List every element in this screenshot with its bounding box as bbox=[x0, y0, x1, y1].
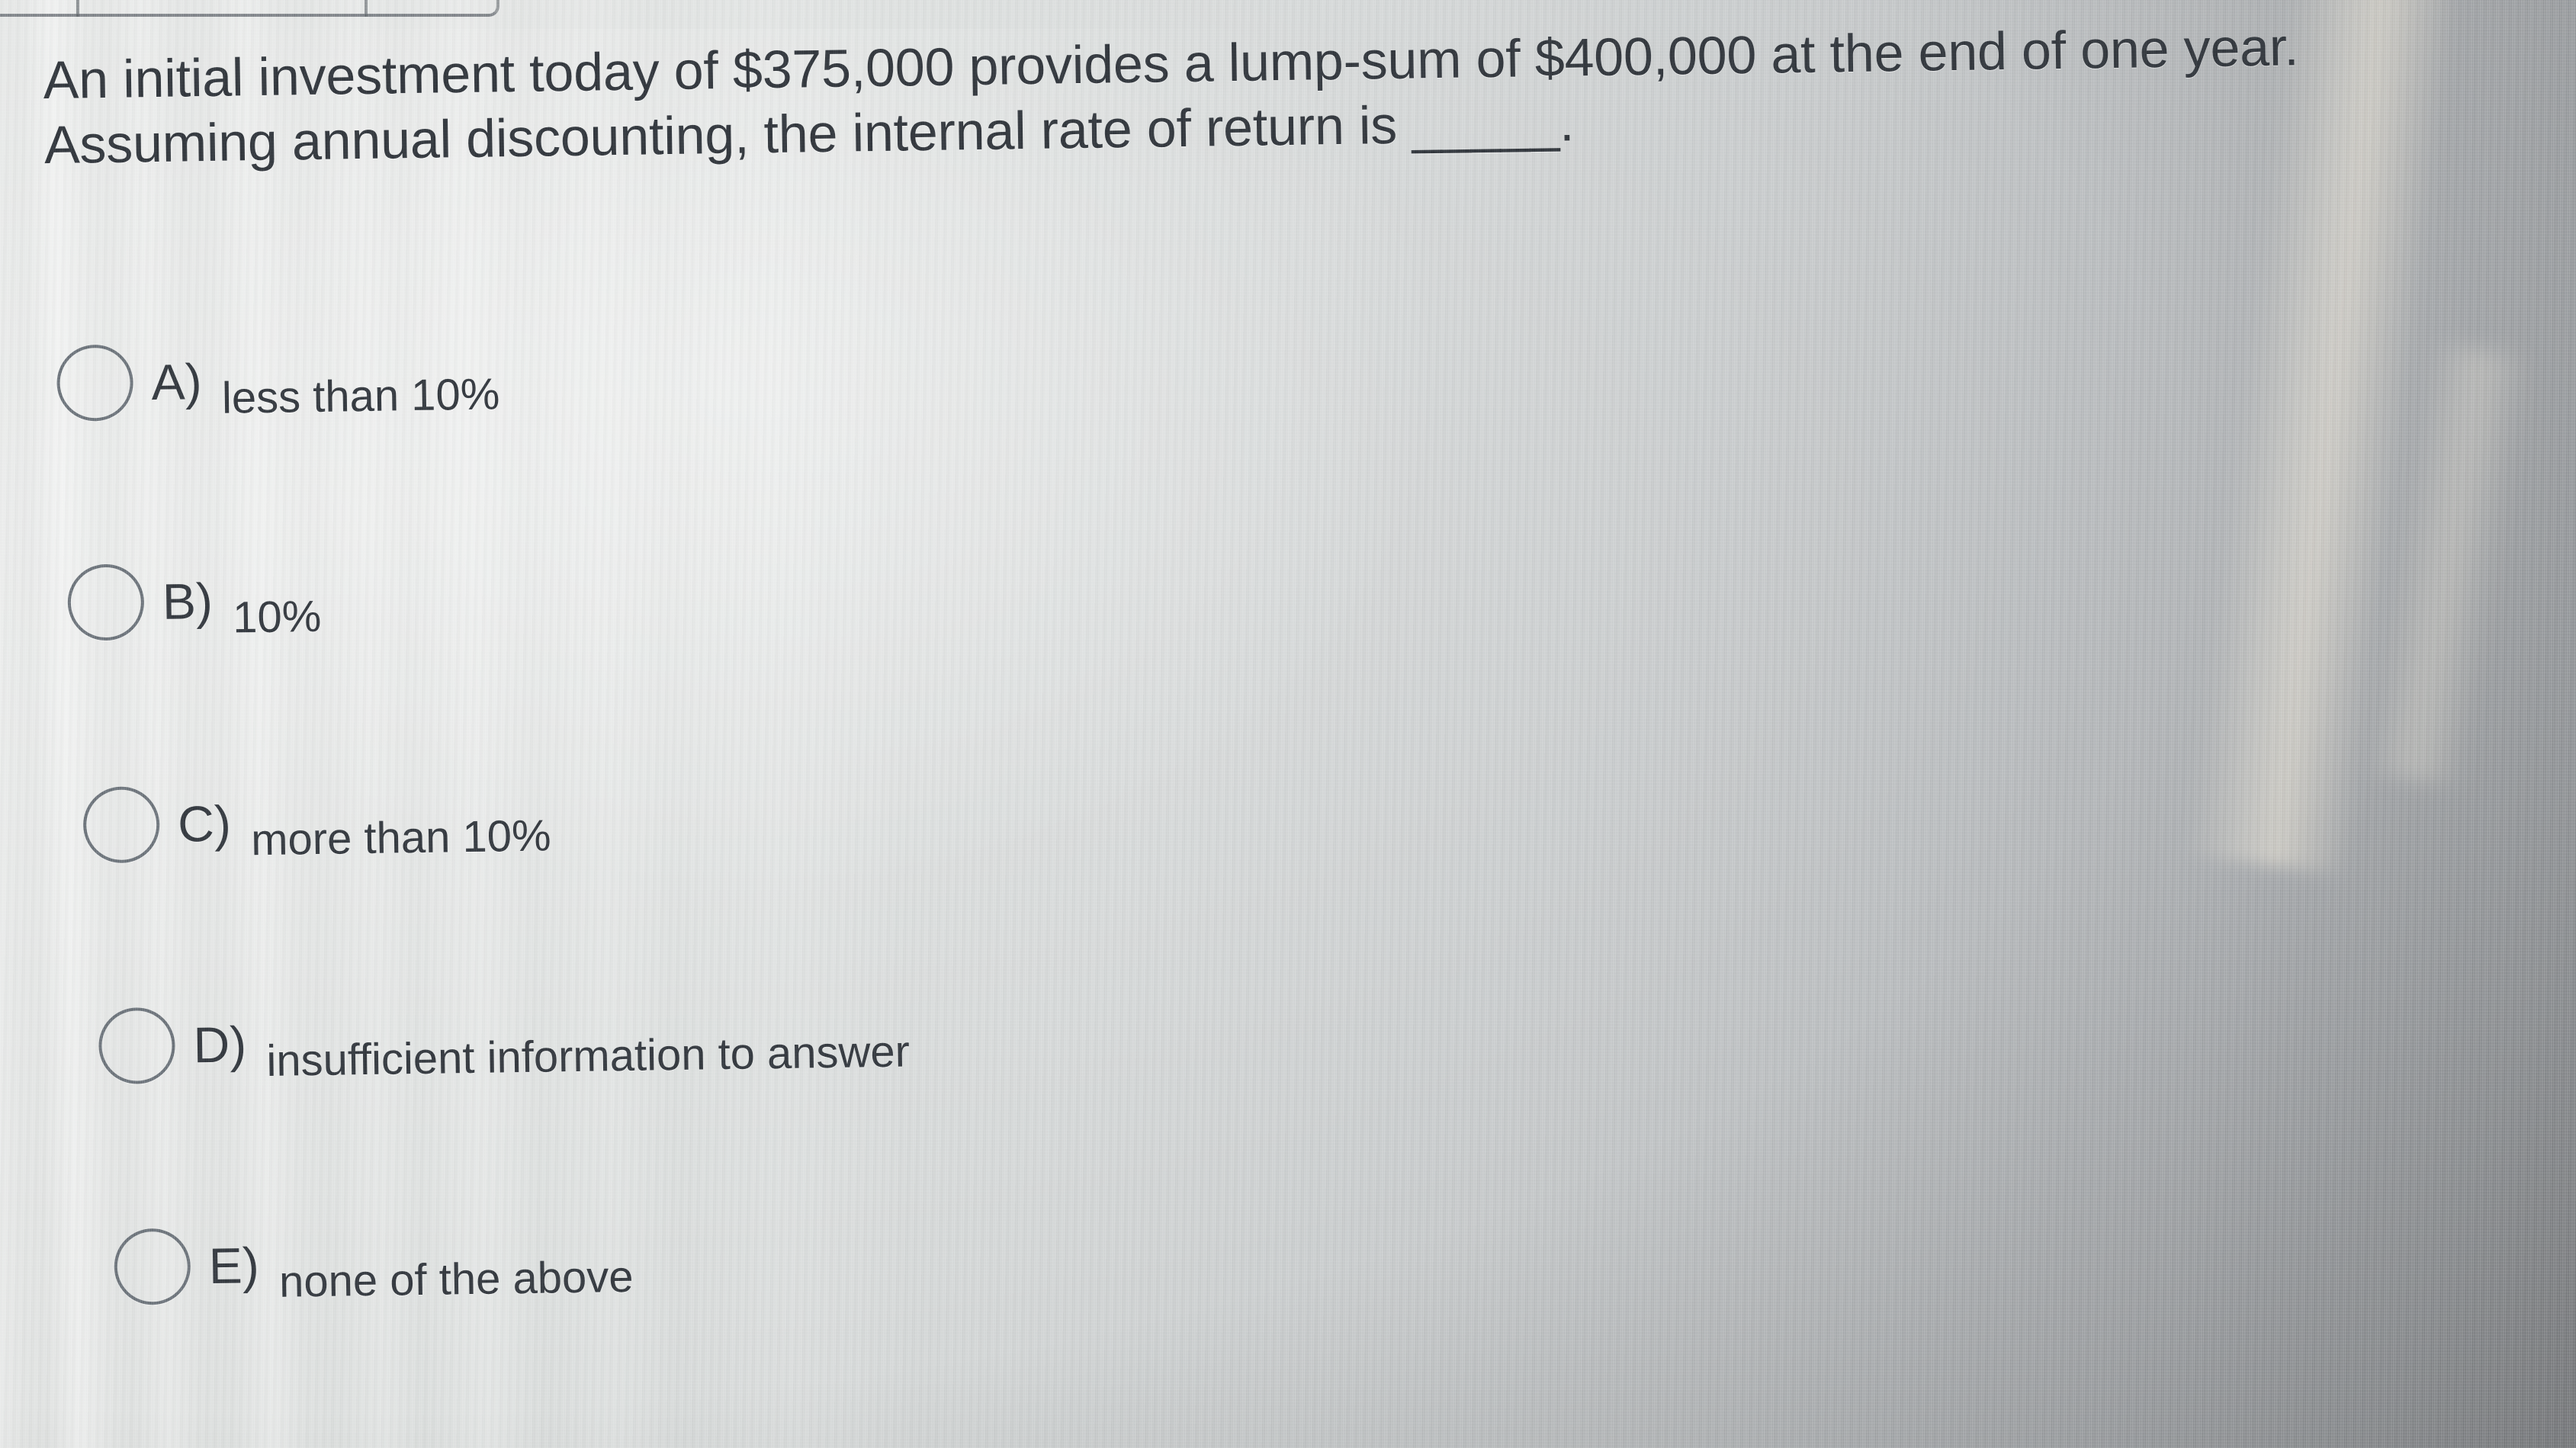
toolbar-divider bbox=[365, 0, 368, 17]
option-label-d: insufficient information to answer bbox=[265, 1026, 911, 1086]
option-row-c[interactable]: C) more than 10% bbox=[82, 780, 551, 865]
option-row-b[interactable]: B) 10% bbox=[67, 561, 322, 643]
radio-button-b[interactable] bbox=[67, 563, 145, 641]
radio-button-a[interactable] bbox=[56, 344, 134, 422]
option-label-c: more than 10% bbox=[250, 811, 551, 865]
radio-button-d[interactable] bbox=[98, 1007, 176, 1085]
option-letter-e: E) bbox=[208, 1237, 260, 1295]
option-label-e: none of the above bbox=[278, 1251, 634, 1307]
radio-button-e[interactable] bbox=[114, 1228, 191, 1305]
option-letter-b: B) bbox=[162, 572, 214, 630]
option-letter-a: A) bbox=[151, 353, 203, 411]
option-label-a: less than 10% bbox=[221, 369, 500, 423]
toolbar-strip[interactable] bbox=[0, 0, 499, 17]
option-letter-d: D) bbox=[192, 1016, 247, 1074]
toolbar-divider bbox=[76, 0, 79, 17]
option-row-a[interactable]: A) less than 10% bbox=[56, 339, 500, 423]
option-letter-c: C) bbox=[177, 795, 232, 852]
option-row-e[interactable]: E) none of the above bbox=[114, 1222, 634, 1307]
radio-button-c[interactable] bbox=[82, 786, 160, 864]
question-text: An initial investment today of $375,000 … bbox=[43, 16, 2326, 175]
option-row-d[interactable]: D) insufficient information to answer bbox=[98, 996, 911, 1086]
option-label-b: 10% bbox=[232, 591, 322, 643]
